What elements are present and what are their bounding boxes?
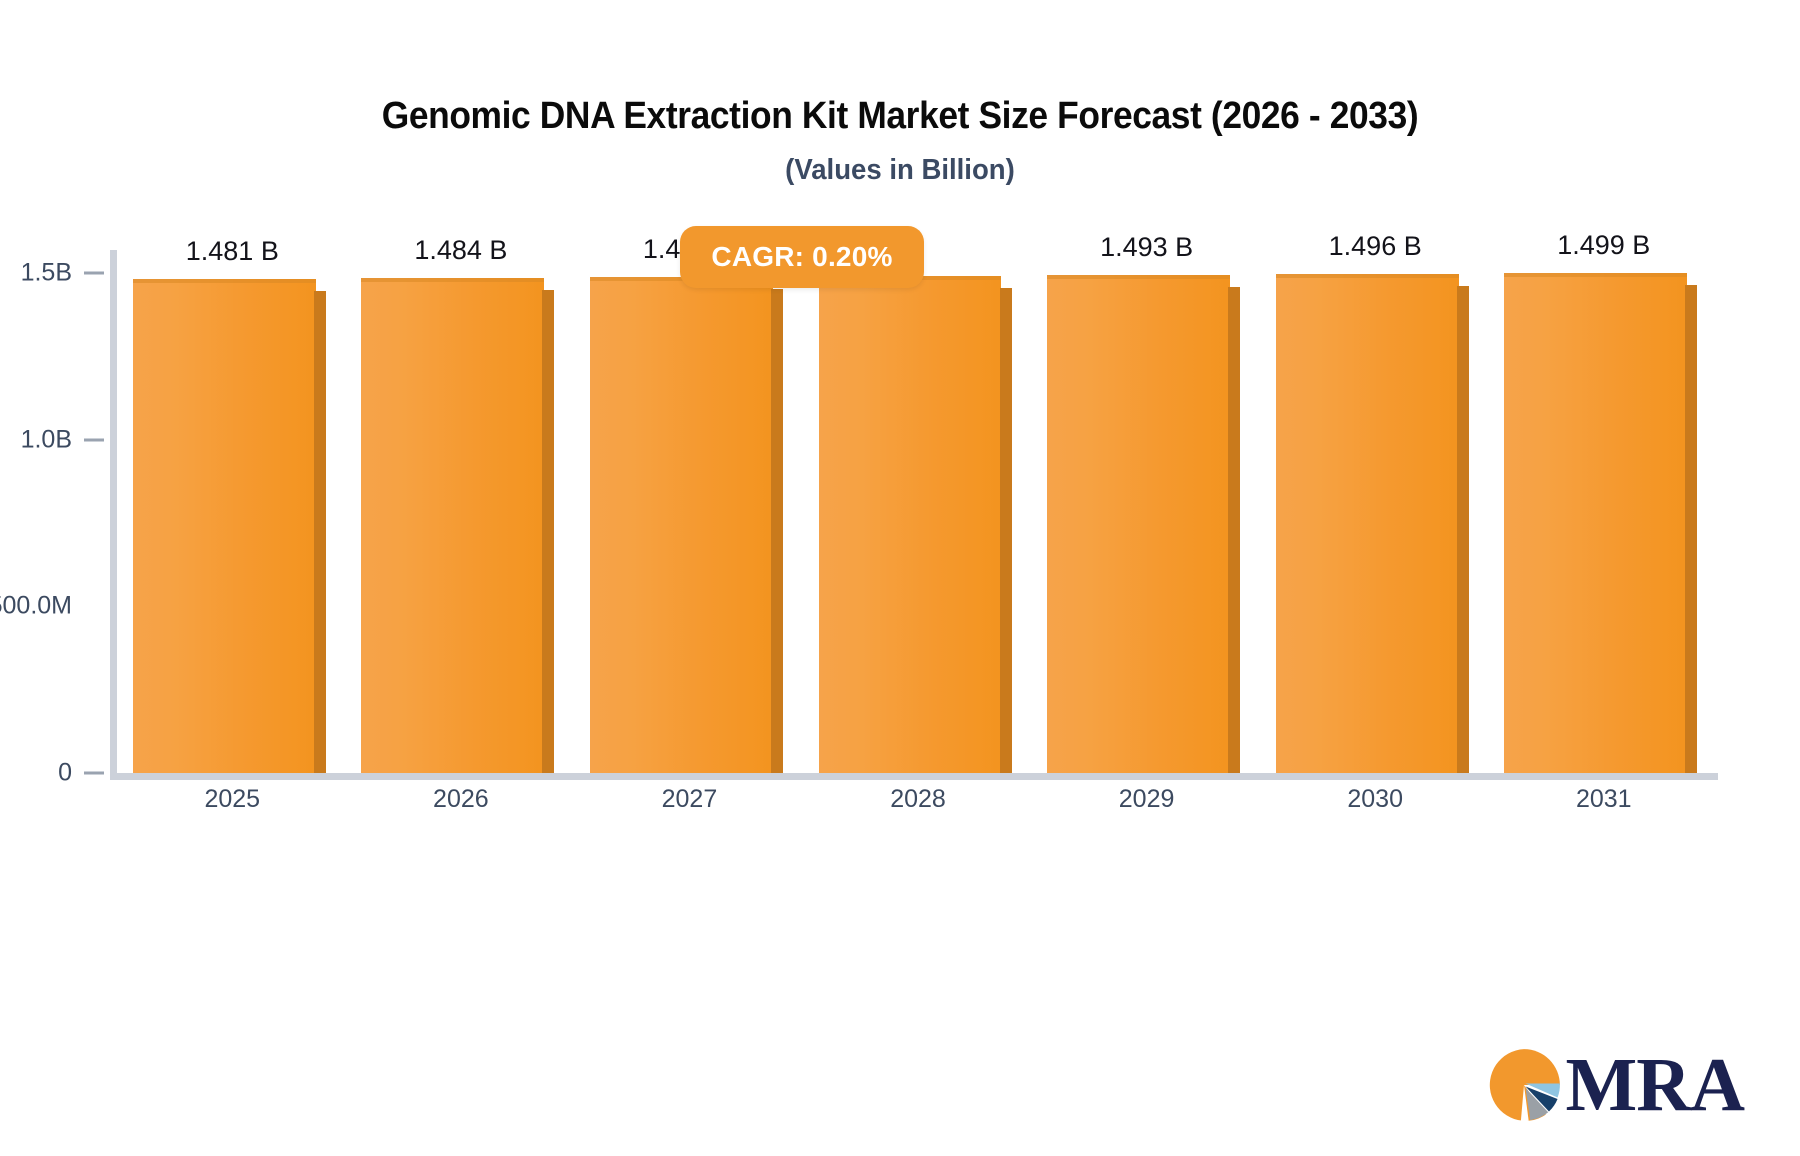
bar-slot: 1.493 B <box>1032 232 1261 773</box>
bar[interactable] <box>1504 273 1688 773</box>
x-axis-label: 2030 <box>1347 785 1403 813</box>
bar-slot: 1.484 B <box>347 235 576 773</box>
bar-value-label: 1.484 B <box>414 235 508 265</box>
cagr-badge: CAGR: 0.20% <box>680 226 924 288</box>
y-axis-tick-mark <box>84 771 104 775</box>
x-axis-label: 2026 <box>433 785 489 813</box>
y-axis-tick: 0 <box>58 759 104 788</box>
bar-top-edge <box>132 279 316 283</box>
y-axis-tick-label: 0 <box>58 758 72 787</box>
page-title: Genomic DNA Extraction Kit Market Size F… <box>381 95 1419 137</box>
y-axis-tick-label: 1.0B <box>20 425 72 454</box>
x-axis-label: 2025 <box>204 785 261 813</box>
title-block: Genomic DNA Extraction Kit Market Size F… <box>0 95 1800 187</box>
bar-value-label: 1.496 B <box>1328 231 1422 261</box>
chart-subtitle: (Values in Billion) <box>785 153 1015 186</box>
pie-chart-icon <box>1490 1049 1561 1122</box>
bar-side-face <box>1456 286 1469 773</box>
bar-top-edge <box>361 278 545 282</box>
y-axis-tick-label: 500.0M <box>0 591 72 620</box>
bar-top-edge <box>1047 275 1231 279</box>
x-axis-label: 2031 <box>1575 785 1632 813</box>
bar-slot: 1.481 B <box>118 236 347 773</box>
bar-slot: 1.487 B <box>575 234 804 773</box>
bar[interactable] <box>361 278 545 773</box>
y-axis-tick-label: 1.5B <box>20 258 72 287</box>
bar[interactable] <box>818 276 1002 773</box>
logo-wordmark: MRA <box>1565 1043 1745 1127</box>
bar-side-face <box>771 289 784 773</box>
x-axis-labels: 2025 2026 2027 2028 2029 2030 2031 <box>118 785 1718 814</box>
bar-side-face <box>313 291 326 773</box>
bar-value-label: 1.481 B <box>185 236 279 266</box>
x-axis-label: 2027 <box>661 785 718 813</box>
bar-top-edge <box>1504 273 1688 277</box>
y-axis-tick-mark <box>84 438 104 442</box>
bar-side-face <box>1228 287 1241 773</box>
bar-value-label: 1.499 B <box>1557 230 1651 260</box>
cagr-badge-label: CAGR: 0.20% <box>711 241 893 272</box>
y-axis-tick: 1.0B <box>21 425 104 454</box>
bar[interactable] <box>1047 275 1231 773</box>
bar-side-face <box>999 288 1012 773</box>
plot-area: 1.5B 1.0B 500.0M 0 1.481 B 1.484 B 1.487 B… <box>0 230 1718 787</box>
y-axis-tick: 1.5B <box>21 259 104 288</box>
bar-series: 1.481 B 1.484 B 1.487 B1.490 B 1.493 B 1.496… <box>118 230 1718 773</box>
x-axis-label: 2029 <box>1118 785 1175 813</box>
bar-slot: 1.499 B <box>1489 230 1718 773</box>
x-axis-line <box>110 773 1718 780</box>
bar[interactable] <box>1275 274 1459 773</box>
bar-side-face <box>542 290 555 773</box>
bar[interactable] <box>590 277 773 773</box>
bar-value-label: 1.493 B <box>1100 232 1194 262</box>
bar-side-face <box>1685 285 1698 773</box>
bar-slot: 1.490 B <box>804 253 1033 773</box>
bar-slot: 1.496 B <box>1261 231 1490 773</box>
y-axis-line <box>110 250 117 773</box>
x-axis-label: 2028 <box>890 785 946 813</box>
y-axis-tick: 500.0M <box>0 592 104 621</box>
mra-logo: MRA <box>1485 1043 1745 1127</box>
y-axis-tick-mark <box>84 271 104 275</box>
bar-top-edge <box>1275 274 1459 278</box>
bar[interactable] <box>132 279 316 773</box>
